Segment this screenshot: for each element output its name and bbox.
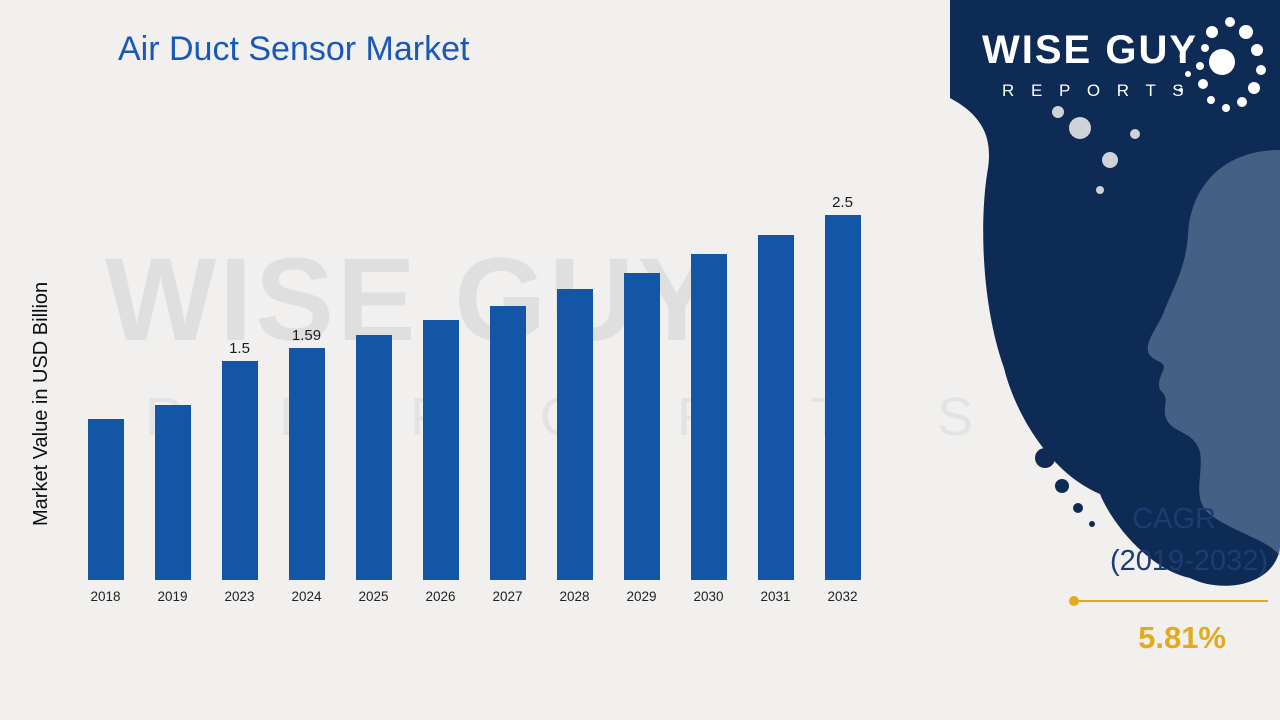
bar-value-label: 1.59 <box>291 327 322 344</box>
chart-title: Air Duct Sensor Market <box>118 30 470 68</box>
bar-group <box>675 180 742 580</box>
bar <box>154 405 191 580</box>
bar-group <box>742 180 809 580</box>
logo-name: WISE GUY <box>982 28 1199 72</box>
x-tick-label: 2025 <box>358 589 389 604</box>
bar-group <box>541 180 608 580</box>
bar-group <box>474 180 541 580</box>
bar-group <box>72 180 139 580</box>
bar <box>623 273 660 580</box>
dots-pattern-light-icon <box>1052 106 1140 194</box>
x-tick-label: 2030 <box>693 589 724 604</box>
x-tick-label: 2019 <box>157 589 188 604</box>
bar <box>757 235 794 580</box>
x-tick-label: 2028 <box>559 589 590 604</box>
x-tick-label: 2031 <box>760 589 791 604</box>
cagr-divider <box>1069 596 1268 606</box>
y-axis-label: Market Value in USD Billion <box>30 281 52 527</box>
watermark-line1: WISE GUY <box>105 234 720 366</box>
cagr-label: CAGR <box>1132 503 1216 535</box>
bar <box>824 215 861 580</box>
bar-chart: 1.5 1.59 2.5 2018 2019 2023 2024 2025 2026 2027 2… <box>72 180 876 604</box>
bar-group <box>608 180 675 580</box>
bar <box>87 419 124 580</box>
logo-head-dots-icon <box>1179 17 1266 112</box>
bars-area: 1.5 1.59 2.5 <box>72 180 876 580</box>
x-tick-label: 2018 <box>90 589 121 604</box>
bar-group: 1.59 <box>273 180 340 580</box>
x-axis-labels: 2018 2019 2023 2024 2025 2026 2027 2028 2029 2030… <box>72 589 876 604</box>
bar-group: 2.5 <box>809 180 876 580</box>
brand-panel-graphic <box>950 0 1280 586</box>
x-tick-label: 2032 <box>827 589 858 604</box>
x-tick-label: 2027 <box>492 589 523 604</box>
x-tick-label: 2024 <box>291 589 322 604</box>
bar-group <box>407 180 474 580</box>
logo-subtitle: R E P O R T S <box>1002 81 1190 100</box>
bar-group <box>139 180 206 580</box>
cagr-range: (2019-2032) <box>1110 545 1268 577</box>
bar <box>355 335 392 580</box>
x-tick-label: 2026 <box>425 589 456 604</box>
bar <box>422 320 459 580</box>
bar <box>556 289 593 580</box>
bar <box>221 361 258 580</box>
bar-group: 1.5 <box>206 180 273 580</box>
bar-value-label: 2.5 <box>832 194 853 211</box>
face-profile-icon <box>1147 150 1280 556</box>
bar <box>489 306 526 580</box>
bar <box>690 254 727 580</box>
brand-panel: WISE GUY R E P O R T S CAGR (2019-2032) … <box>950 0 1280 720</box>
cagr-value: 5.81% <box>1138 620 1226 655</box>
wiseguy-logo: WISE GUY R E P O R T S <box>982 28 1198 101</box>
bar-value-label: 1.5 <box>229 340 250 357</box>
bar-group <box>340 180 407 580</box>
dots-pattern-icon <box>996 138 1095 527</box>
x-tick-label: 2023 <box>224 589 255 604</box>
bar <box>288 348 325 580</box>
cagr-block: CAGR (2019-2032) 5.81% <box>1069 503 1268 656</box>
x-tick-label: 2029 <box>626 589 657 604</box>
